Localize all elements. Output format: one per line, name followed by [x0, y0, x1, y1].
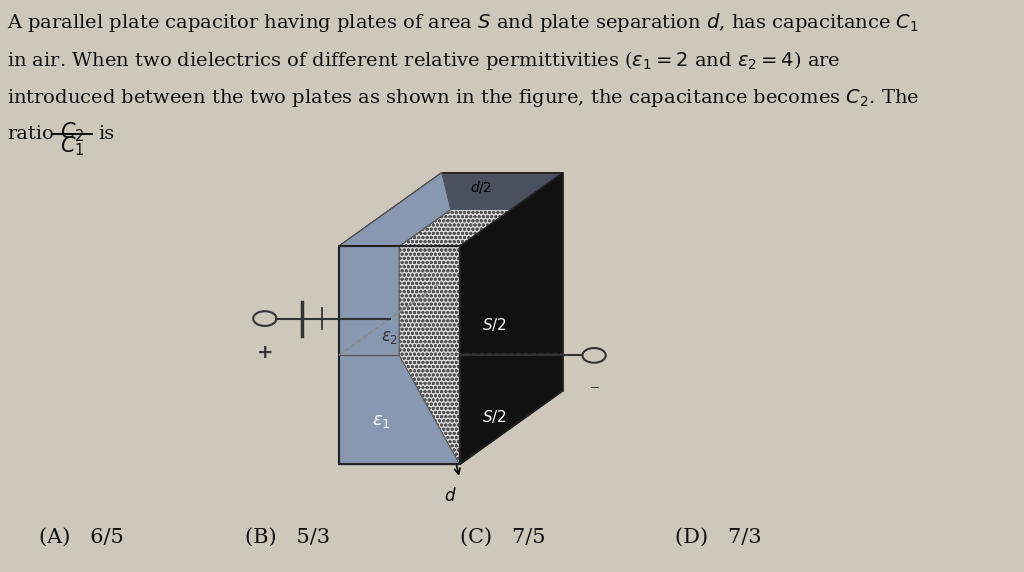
Text: (D)   7/3: (D) 7/3	[675, 527, 761, 547]
Text: $S/2$: $S/2$	[482, 408, 507, 425]
Text: introduced between the two plates as shown in the figure, the capacitance become: introduced between the two plates as sho…	[7, 87, 920, 109]
Text: –: –	[589, 378, 599, 396]
Text: A parallel plate capacitor having plates of area $S$ and plate separation $d$, h: A parallel plate capacitor having plates…	[7, 11, 920, 34]
Text: +: +	[257, 344, 273, 362]
Text: (B)   5/3: (B) 5/3	[245, 527, 330, 547]
Polygon shape	[339, 173, 563, 247]
Text: ratio: ratio	[7, 125, 54, 143]
Text: $S/2$: $S/2$	[482, 316, 507, 333]
Text: (A)   6/5: (A) 6/5	[39, 527, 123, 547]
Text: $C_2$: $C_2$	[60, 121, 85, 144]
Text: $\varepsilon_2$: $\varepsilon_2$	[381, 329, 398, 347]
Text: $C_1$: $C_1$	[60, 135, 85, 158]
Text: $d$: $d$	[444, 487, 457, 505]
Text: (C)   7/5: (C) 7/5	[460, 527, 545, 547]
Polygon shape	[441, 173, 563, 391]
Polygon shape	[339, 173, 441, 464]
Polygon shape	[399, 209, 511, 247]
Text: $d/2$: $d/2$	[470, 180, 493, 196]
Text: is: is	[98, 125, 115, 143]
Polygon shape	[460, 173, 563, 464]
Polygon shape	[339, 247, 399, 355]
Polygon shape	[339, 355, 460, 464]
Text: in air. When two dielectrics of different relative permittivities ($\varepsilon_: in air. When two dielectrics of differen…	[7, 49, 841, 72]
Text: $\varepsilon_1$: $\varepsilon_1$	[372, 412, 390, 430]
Polygon shape	[339, 391, 563, 464]
Polygon shape	[339, 173, 451, 247]
Polygon shape	[399, 247, 460, 464]
